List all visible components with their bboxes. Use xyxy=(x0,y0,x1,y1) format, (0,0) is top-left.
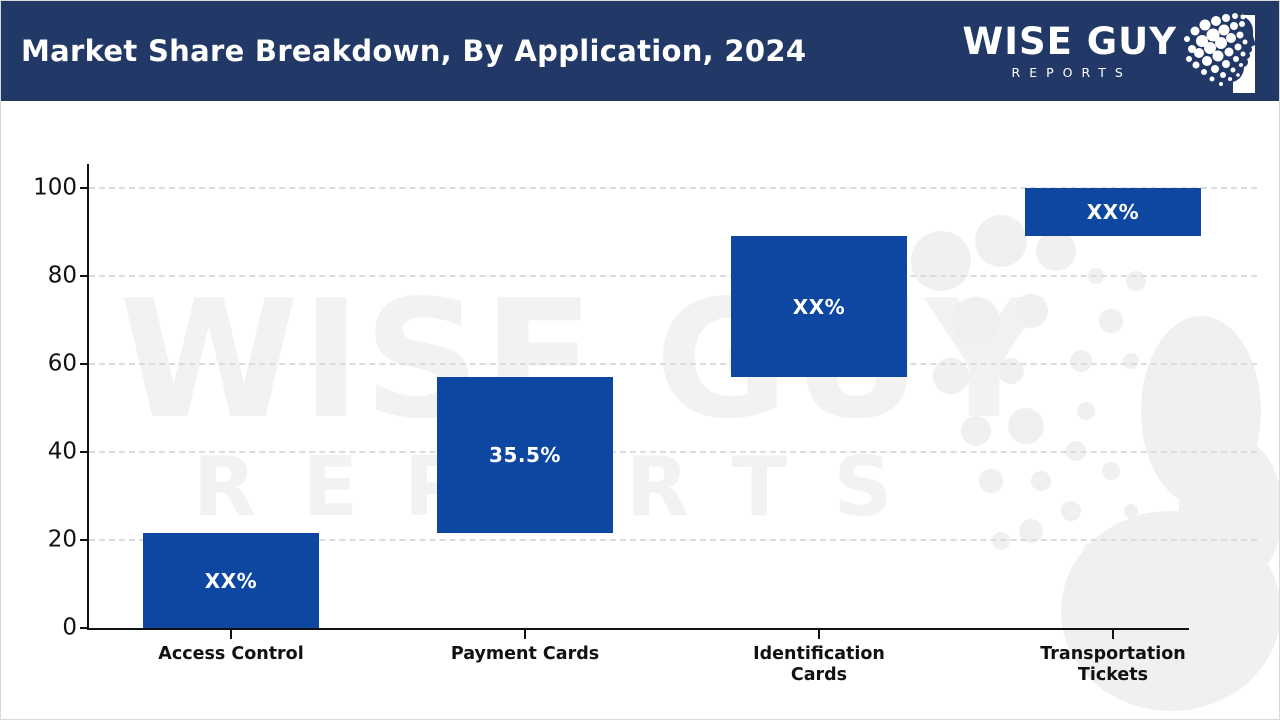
gridline xyxy=(89,275,1257,277)
x-axis-line xyxy=(87,628,1189,630)
logo-wordmark-sub: REPORTS xyxy=(1011,64,1132,80)
gridline xyxy=(89,451,1257,453)
bar-transportation-tickets: XX% xyxy=(1025,188,1201,237)
y-axis-tick xyxy=(80,275,89,277)
bar-value-label: 35.5% xyxy=(489,443,561,468)
y-axis-tick xyxy=(80,363,89,365)
y-axis-tick-label: 80 xyxy=(47,262,77,289)
y-axis-tick-label: 40 xyxy=(47,438,77,465)
x-axis-tick xyxy=(230,630,232,639)
category-label-identification-cards: Identification Cards xyxy=(753,644,885,685)
header: Market Share Breakdown, By Application, … xyxy=(1,1,1279,101)
y-axis-tick-label: 20 xyxy=(47,526,77,553)
y-axis-tick-label: 100 xyxy=(33,174,77,201)
x-axis-tick xyxy=(524,630,526,639)
bar-value-label: XX% xyxy=(204,568,258,593)
bar-access-control: XX% xyxy=(143,533,319,628)
y-axis-tick xyxy=(80,627,89,629)
y-axis-tick-label: 0 xyxy=(62,614,77,641)
x-axis-tick xyxy=(818,630,820,639)
bar-identification-cards: XX% xyxy=(731,236,907,378)
category-label-payment-cards: Payment Cards xyxy=(450,644,600,664)
chart-title: Market Share Breakdown, By Application, … xyxy=(21,34,807,68)
gridline xyxy=(89,363,1257,365)
y-axis-tick xyxy=(80,187,89,189)
bar-value-label: XX% xyxy=(792,294,846,319)
logo-wordmark: WISE GUY REPORTS xyxy=(962,23,1177,80)
gridline xyxy=(89,187,1257,189)
category-label-transportation-tickets: Transportation Tickets xyxy=(1040,644,1186,685)
category-label-access-control: Access Control xyxy=(158,644,304,664)
y-axis-tick-label: 60 xyxy=(47,350,77,377)
gridline xyxy=(89,539,1257,541)
logo-wordmark-main: WISE GUY xyxy=(962,19,1177,63)
bar-payment-cards: 35.5% xyxy=(437,377,613,534)
y-axis-tick xyxy=(80,539,89,541)
bar-value-label: XX% xyxy=(1086,200,1140,225)
logo-head-icon xyxy=(1184,13,1255,93)
y-axis-tick xyxy=(80,451,89,453)
x-axis-tick xyxy=(1112,630,1114,639)
wise-guy-logo: WISE GUY REPORTS xyxy=(962,9,1255,93)
y-axis-line xyxy=(87,164,89,630)
